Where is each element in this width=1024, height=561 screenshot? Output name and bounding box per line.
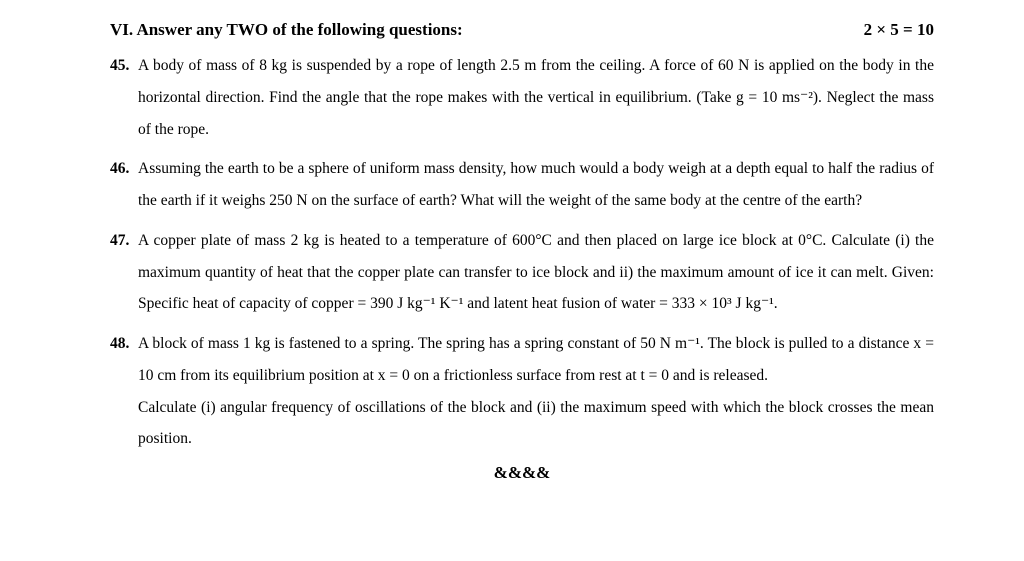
question-body: A body of mass of 8 kg is suspended by a… xyxy=(138,50,934,145)
question-body: A copper plate of mass 2 kg is heated to… xyxy=(138,225,934,320)
question-45: 45. A body of mass of 8 kg is suspended … xyxy=(110,50,934,145)
question-body: A block of mass 1 kg is fastened to a sp… xyxy=(138,328,934,455)
footer-marks: &&&& xyxy=(110,463,934,483)
question-47: 47. A copper plate of mass 2 kg is heate… xyxy=(110,225,934,320)
section-marks: 2 × 5 = 10 xyxy=(864,20,934,40)
question-number: 46. xyxy=(110,153,138,217)
question-number: 45. xyxy=(110,50,138,145)
question-number: 48. xyxy=(110,328,138,455)
section-title: VI. Answer any TWO of the following ques… xyxy=(110,20,463,40)
question-body: Assuming the earth to be a sphere of uni… xyxy=(138,153,934,217)
question-48: 48. A block of mass 1 kg is fastened to … xyxy=(110,328,934,455)
section-header: VI. Answer any TWO of the following ques… xyxy=(110,20,934,40)
question-number: 47. xyxy=(110,225,138,320)
question-46: 46. Assuming the earth to be a sphere of… xyxy=(110,153,934,217)
